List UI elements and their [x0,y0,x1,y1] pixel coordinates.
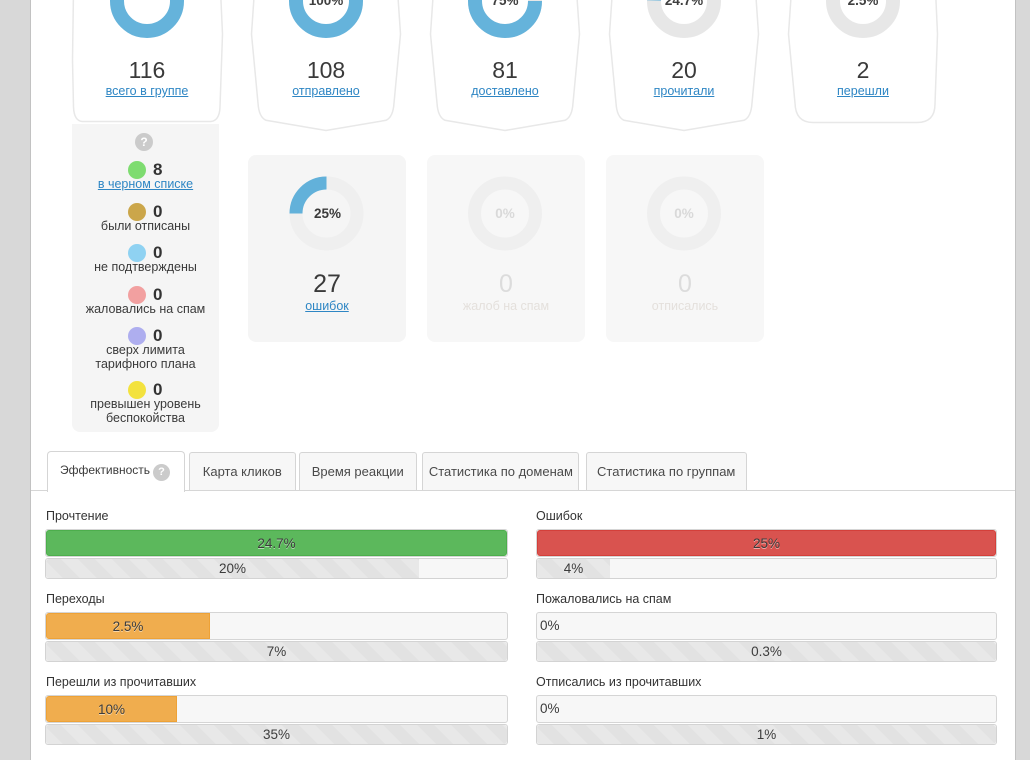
svg-text:100%: 100% [309,0,344,8]
svg-text:24.7%: 24.7% [665,0,703,8]
svg-text:75%: 75% [491,0,518,8]
svg-text:2.5%: 2.5% [848,0,879,8]
svg-text:25%: 25% [314,206,341,221]
svg-text:0%: 0% [495,206,515,221]
svg-text:0%: 0% [674,206,694,221]
